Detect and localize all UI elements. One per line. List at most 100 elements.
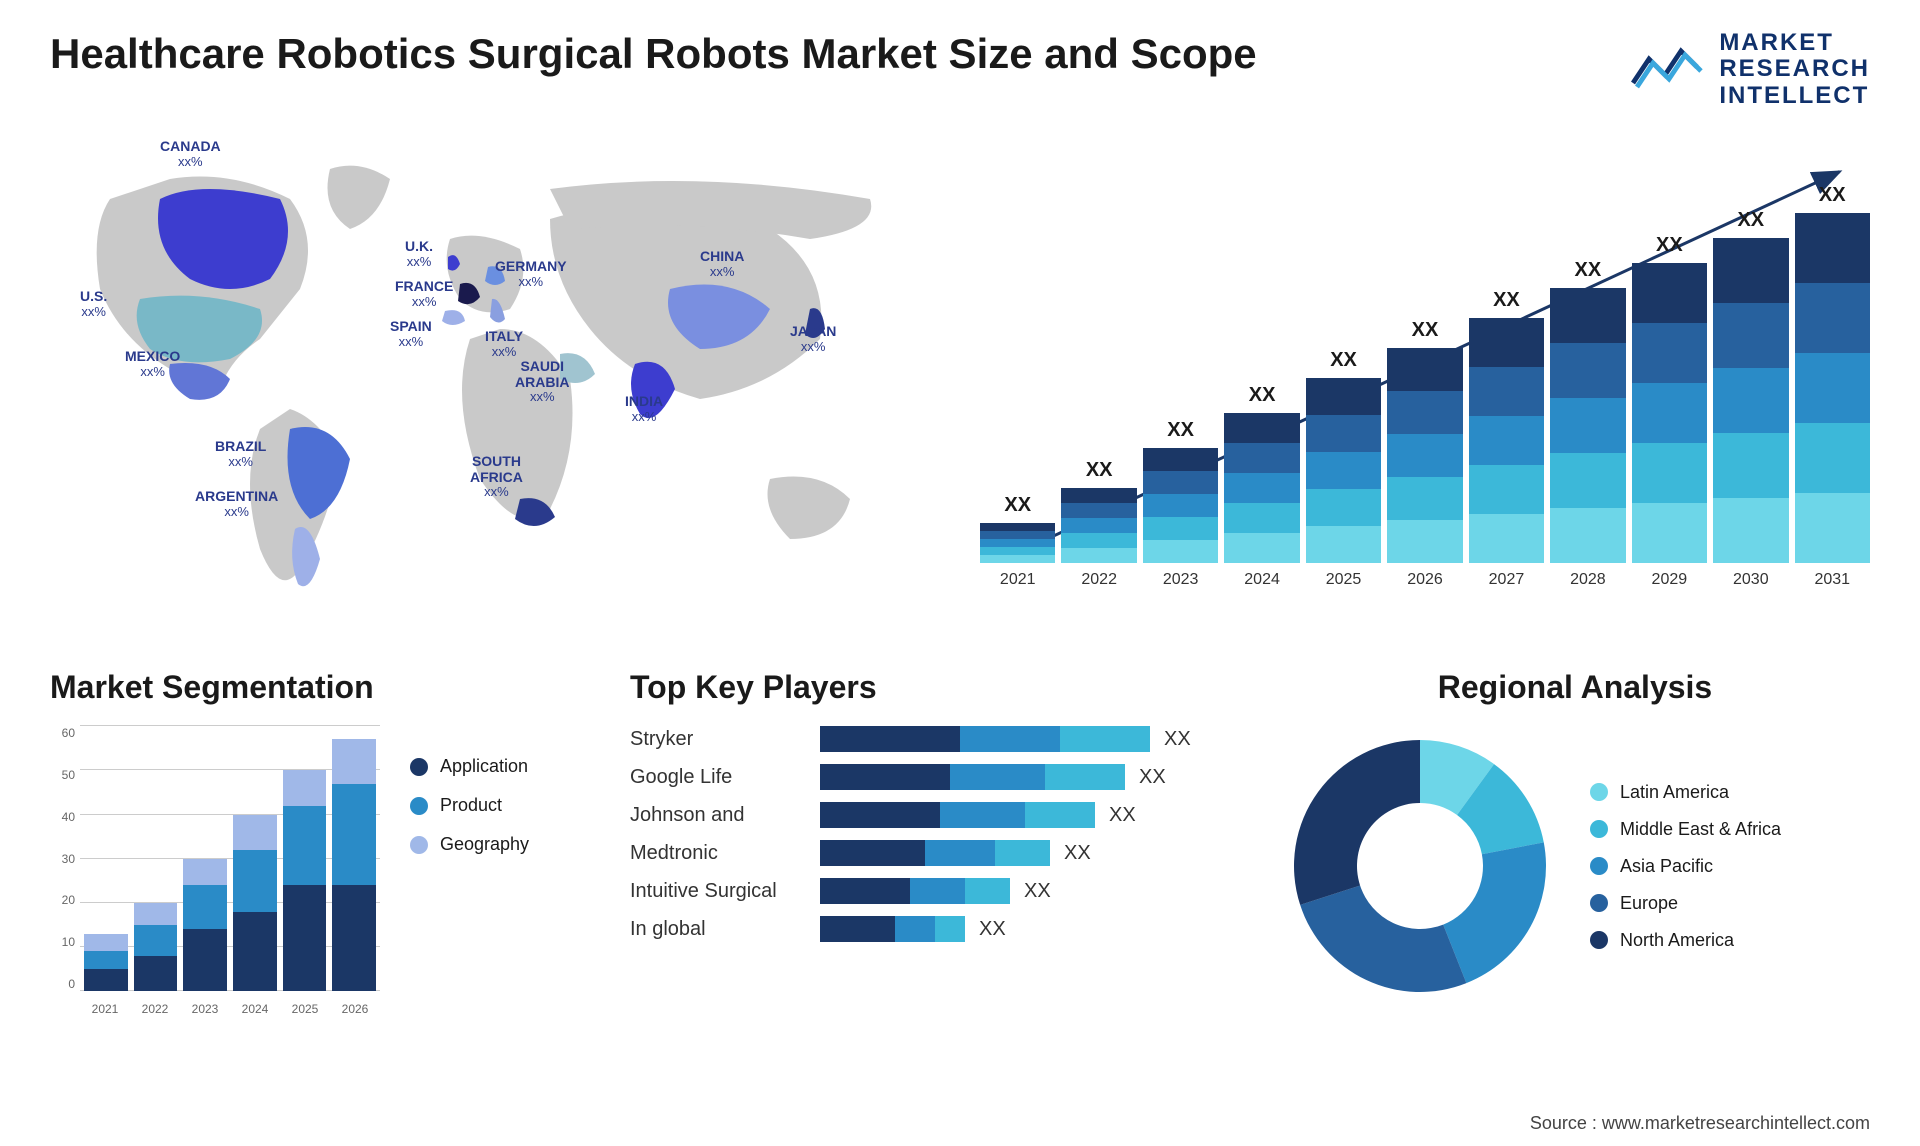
- seg-bar-2026: [332, 739, 376, 991]
- kp-row-stryker: Stryker XX: [630, 726, 1230, 752]
- growth-chart-panel: XX2021XX2022XX2023XX2024XX2025XX2026XX20…: [980, 139, 1870, 619]
- logo-text-line2: RESEARCH: [1719, 56, 1870, 82]
- growth-bar-label: XX: [1167, 419, 1194, 442]
- growth-bar-year: 2031: [1814, 571, 1850, 589]
- top-row: CANADAxx% U.S.xx% MEXICOxx% BRAZILxx% ARGENT…: [50, 139, 1870, 619]
- reg-legend-europe: Europe: [1590, 893, 1781, 914]
- country-spain: [442, 310, 465, 325]
- donut-slice-asia-pacific: [1443, 843, 1546, 984]
- segmentation-panel: Market Segmentation 0102030405060 202120…: [50, 669, 580, 1016]
- growth-bar-2028: XX2028: [1550, 259, 1625, 589]
- growth-bar-year: 2026: [1407, 571, 1443, 589]
- kp-row-intuitive-surgical: Intuitive Surgical XX: [630, 878, 1230, 904]
- growth-bar-label: XX: [1493, 289, 1520, 312]
- page-title: Healthcare Robotics Surgical Robots Mark…: [50, 30, 1257, 78]
- growth-bar-label: XX: [1086, 459, 1113, 482]
- kp-name: Google Life: [630, 766, 820, 789]
- kp-value: XX: [1064, 842, 1091, 865]
- segmentation-legend: Application Product Geography: [410, 726, 529, 1016]
- growth-bar-2027: XX 2027: [1469, 289, 1544, 589]
- logo-icon: [1629, 37, 1709, 102]
- growth-bar-label: XX: [1330, 349, 1357, 372]
- kp-row-medtronic: Medtronic XX: [630, 840, 1230, 866]
- logo-text: MARKET RESEARCH INTELLECT: [1719, 30, 1870, 109]
- map-label-argentina: ARGENTINAxx%: [195, 489, 278, 519]
- reg-legend-latin-america: Latin America: [1590, 782, 1781, 803]
- reg-legend-middle-east-africa: Middle East & Africa: [1590, 819, 1781, 840]
- map-label-germany: GERMANYxx%: [495, 259, 567, 289]
- logo-text-line1: MARKET: [1719, 30, 1870, 56]
- growth-bar-year: 2028: [1570, 571, 1606, 589]
- logo-text-line3: INTELLECT: [1719, 83, 1870, 109]
- growth-bar-2029: XX 2029: [1632, 234, 1707, 589]
- bottom-row: Market Segmentation 0102030405060 202120…: [50, 669, 1870, 1016]
- regional-donut-chart: [1280, 726, 1560, 1006]
- kp-value: XX: [1139, 766, 1166, 789]
- map-label-india: INDIAxx%: [625, 394, 663, 424]
- kp-value: XX: [1109, 804, 1136, 827]
- map-label-italy: ITALYxx%: [485, 329, 523, 359]
- growth-bar-label: XX: [1737, 209, 1764, 232]
- growth-bar-2023: XX 2023: [1143, 419, 1218, 589]
- growth-bar-2031: XX2031: [1795, 184, 1870, 589]
- seg-legend-product: Product: [410, 795, 529, 816]
- donut-slice-europe: [1300, 886, 1466, 993]
- seg-legend-application: Application: [410, 756, 529, 777]
- segmentation-chart: 0102030405060 202120222023202420252026: [50, 726, 380, 1016]
- growth-bar-year: 2029: [1652, 571, 1688, 589]
- growth-bar-year: 2027: [1489, 571, 1525, 589]
- map-label-france: FRANCExx%: [395, 279, 453, 309]
- kp-value: XX: [1024, 880, 1051, 903]
- map-label-japan: JAPANxx%: [790, 324, 836, 354]
- kp-name: In global: [630, 918, 820, 941]
- world-map: [50, 139, 920, 619]
- growth-bar-2021: XX 2021: [980, 494, 1055, 589]
- header: Healthcare Robotics Surgical Robots Mark…: [50, 30, 1870, 109]
- kp-name: Medtronic: [630, 842, 820, 865]
- kp-name: Stryker: [630, 728, 820, 751]
- map-label-south-africa: SOUTHAFRICAxx%: [470, 454, 523, 499]
- growth-bar-year: 2022: [1081, 571, 1117, 589]
- seg-legend-geography: Geography: [410, 834, 529, 855]
- kp-value: XX: [979, 918, 1006, 941]
- growth-bar-year: 2023: [1163, 571, 1199, 589]
- growth-bar-label: XX: [1656, 234, 1683, 257]
- donut-slice-north-america: [1294, 740, 1420, 905]
- key-players-panel: Top Key Players StrykerXXGoogle LifeXXJo…: [630, 669, 1230, 1016]
- kp-name: Johnson and: [630, 804, 820, 827]
- regional-panel: Regional Analysis Latin America Middle Ea…: [1280, 669, 1870, 1016]
- seg-bar-2025: [283, 770, 327, 991]
- regional-legend: Latin America Middle East & Africa Asia Pa…: [1590, 782, 1781, 951]
- reg-legend-asia-pacific: Asia Pacific: [1590, 856, 1781, 877]
- key-players-chart: StrykerXXGoogle LifeXXJohnson andXXMedtr…: [630, 726, 1230, 942]
- kp-row-google-life: Google Life XX: [630, 764, 1230, 790]
- kp-row-in-global: In global XX: [630, 916, 1230, 942]
- brand-logo: MARKET RESEARCH INTELLECT: [1629, 30, 1870, 109]
- map-label-china: CHINAxx%: [700, 249, 744, 279]
- map-label-saudi-arabia: SAUDIARABIAxx%: [515, 359, 569, 404]
- regional-title: Regional Analysis: [1280, 669, 1870, 706]
- seg-bar-2021: [84, 934, 128, 991]
- growth-bar-year: 2030: [1733, 571, 1769, 589]
- growth-bar-year: 2024: [1244, 571, 1280, 589]
- seg-bar-2024: [233, 815, 277, 992]
- map-label-brazil: BRAZILxx%: [215, 439, 266, 469]
- map-label-u-s-: U.S.xx%: [80, 289, 107, 319]
- map-label-spain: SPAINxx%: [390, 319, 432, 349]
- kp-row-johnson-and: Johnson and XX: [630, 802, 1230, 828]
- growth-bar-label: XX: [1412, 319, 1439, 342]
- map-label-canada: CANADAxx%: [160, 139, 221, 169]
- kp-value: XX: [1164, 728, 1191, 751]
- growth-chart: XX2021XX2022XX2023XX2024XX2025XX2026XX20…: [980, 139, 1870, 619]
- growth-bar-2024: XX2024: [1224, 384, 1299, 589]
- segmentation-title: Market Segmentation: [50, 669, 580, 706]
- growth-bar-label: XX: [1004, 494, 1031, 517]
- growth-bar-year: 2021: [1000, 571, 1036, 589]
- source-attribution: Source : www.marketresearchintellect.com: [1530, 1113, 1870, 1134]
- kp-name: Intuitive Surgical: [630, 880, 820, 903]
- map-label-mexico: MEXICOxx%: [125, 349, 180, 379]
- map-label-u-k-: U.K.xx%: [405, 239, 433, 269]
- growth-bar-2025: XX2025: [1306, 349, 1381, 589]
- seg-bar-2022: [134, 903, 178, 991]
- growth-bar-2022: XX 2022: [1061, 459, 1136, 589]
